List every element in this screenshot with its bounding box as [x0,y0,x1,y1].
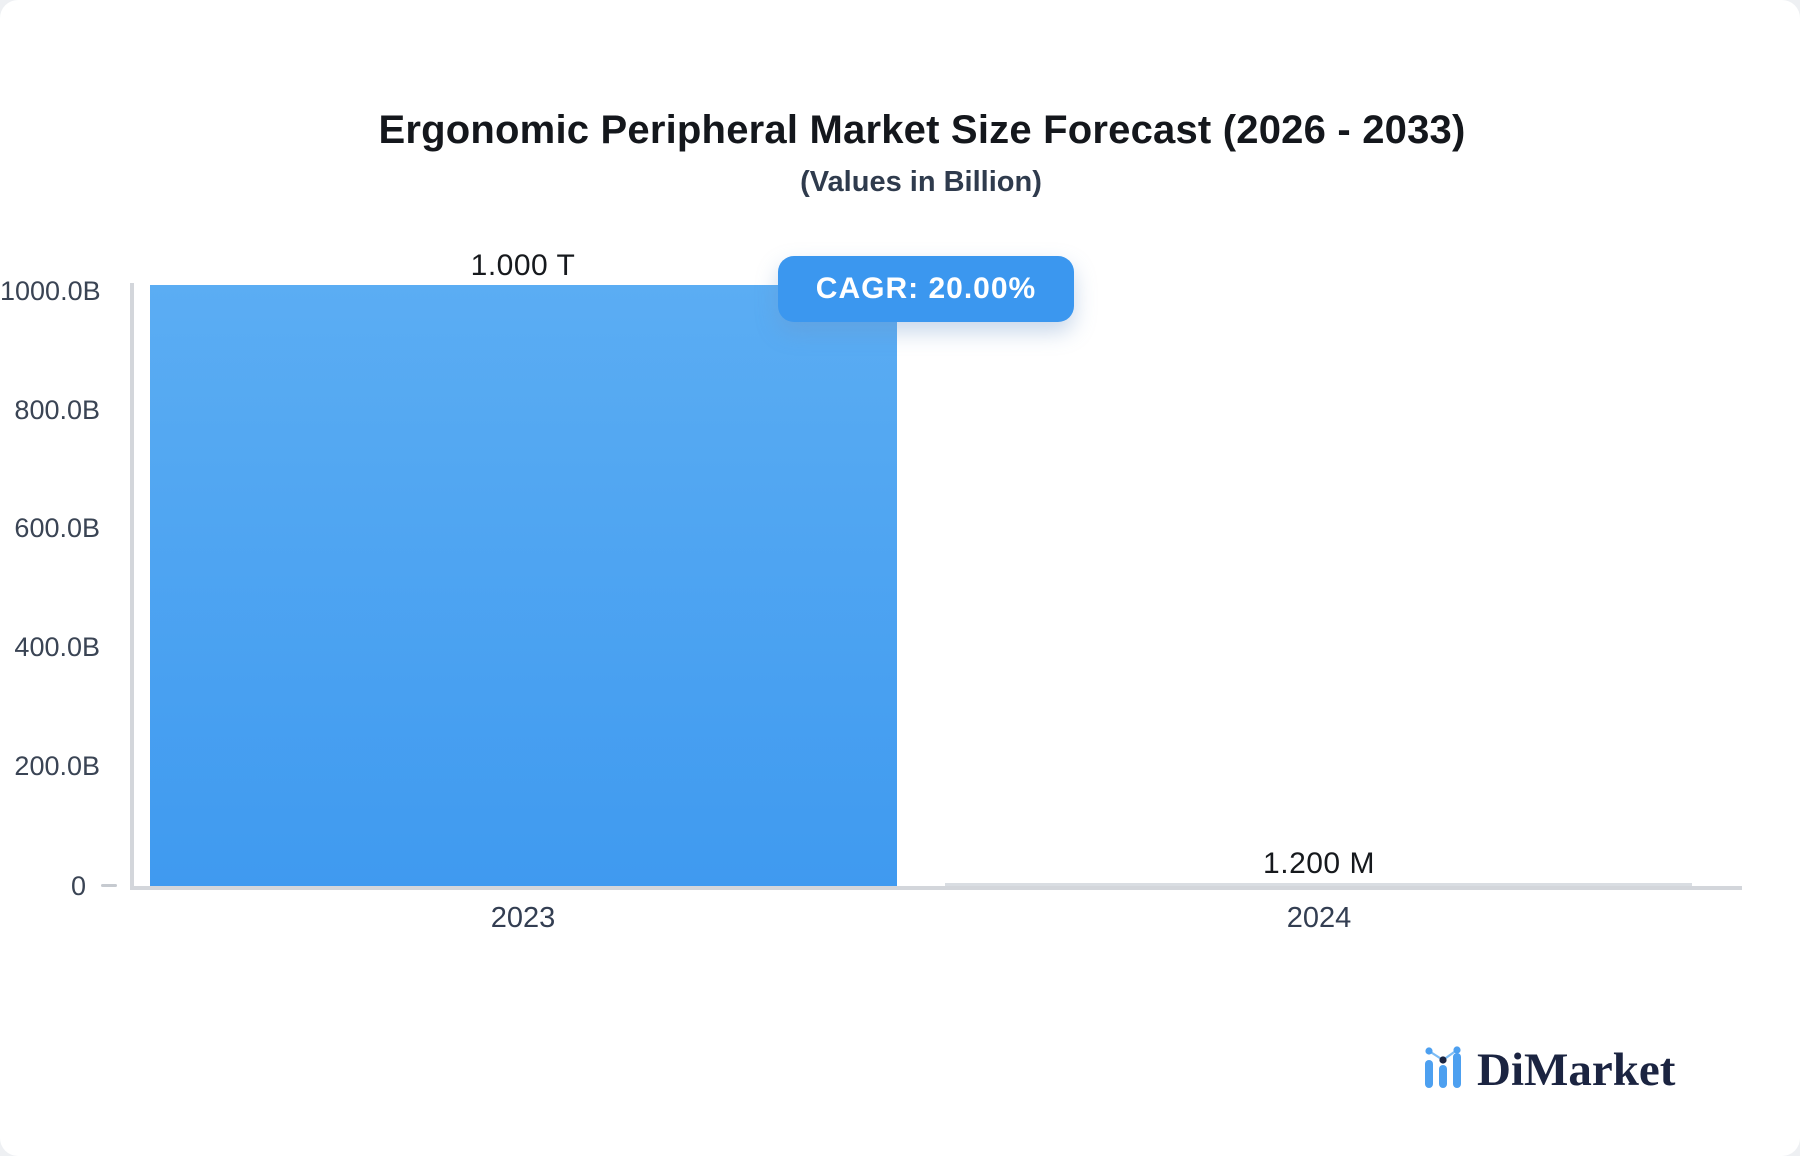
brand-name: DiMarket [1477,1044,1676,1096]
y-tick-label: 800.0B [14,395,100,425]
cagr-badge: CAGR: 20.00% [778,256,1074,322]
bar-value-label: 1.000 T [470,249,576,282]
chart-title: Ergonomic Peripheral Market Size Forecas… [378,108,1466,152]
bar-value-label: 1.200 M [1263,847,1375,880]
zero-tick-mark [101,884,117,887]
x-axis-line [130,886,1742,890]
chart-subtitle: (Values in Billion) [800,166,1042,198]
y-tick-label: 1000.0B [0,276,101,306]
cagr-badge-label: CAGR: 20.00% [815,272,1037,305]
y-tick-label: 400.0B [14,632,100,662]
bar-2023 [150,285,897,886]
y-tick-label: 0 [70,871,86,901]
brand-watermark: DiMarket [1422,1042,1676,1096]
y-axis-line [130,283,134,890]
x-tick-label-2024: 2024 [1286,902,1352,934]
x-tick-label-2023: 2023 [490,902,556,934]
y-tick-label: 600.0B [14,513,100,543]
mini-bar-chart-logo-icon [1422,1042,1464,1093]
bar-2024 [945,883,1692,886]
y-tick-label: 200.0B [14,751,100,781]
